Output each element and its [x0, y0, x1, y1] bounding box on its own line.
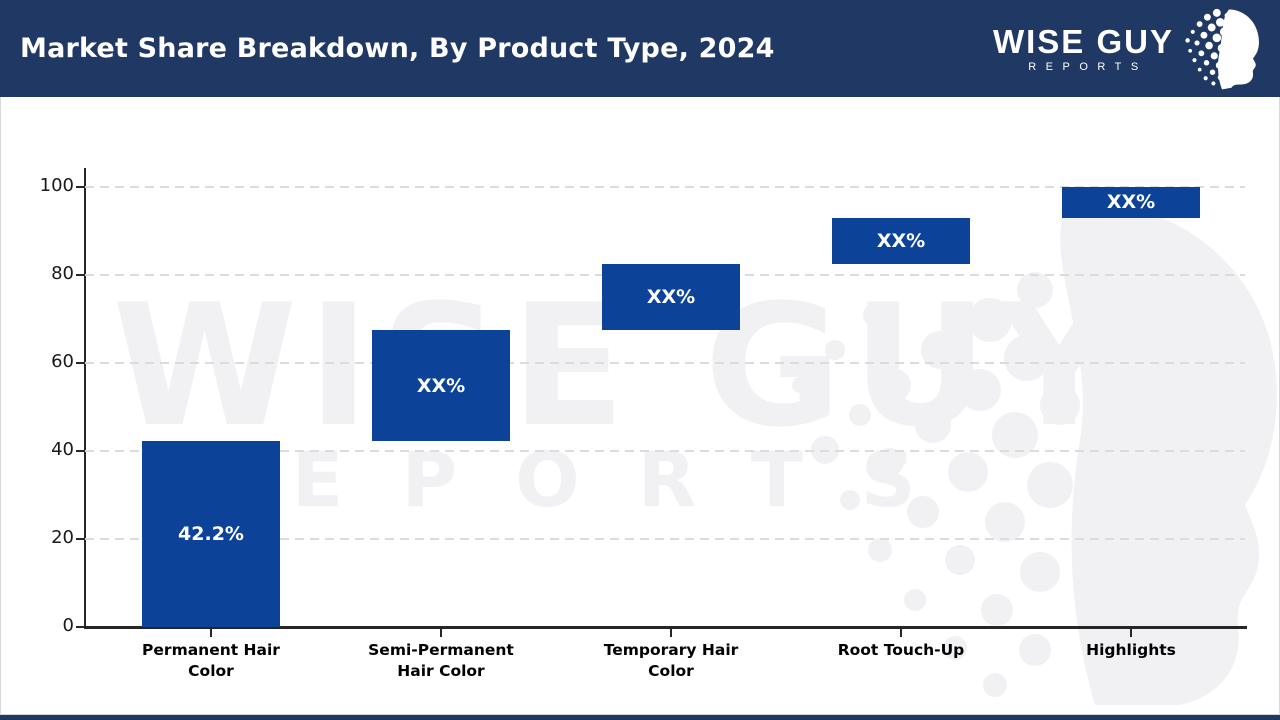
logo-subtitle: REPORTS [1028, 60, 1148, 73]
x-category-label: Permanent Hair Color [101, 640, 321, 682]
x-category-label-line: Temporary Hair [603, 641, 739, 659]
y-tick-label: 100 [39, 175, 74, 196]
y-tick-mark [76, 186, 84, 188]
x-category-label: Semi-Permanent Hair Color [331, 640, 551, 682]
y-tick-label: 60 [51, 351, 74, 372]
bar [372, 330, 510, 442]
x-tick-mark [210, 629, 212, 637]
logo-head-icon [1185, 8, 1259, 89]
logo-wordmark: WISE GUY [992, 22, 1174, 60]
x-category-label-line: Highlights [1086, 641, 1176, 659]
header: Market Share Breakdown, By Product Type,… [0, 0, 1280, 97]
x-category-label-line: Semi-Permanent [368, 641, 514, 659]
watermark-subtitle: REPORTS [175, 435, 974, 524]
x-category-label-line: Color [188, 661, 234, 680]
grid-line [85, 450, 1245, 452]
footer-hairline [0, 714, 1280, 715]
y-tick-label: 0 [62, 615, 74, 636]
footer-strip [0, 715, 1280, 720]
x-tick-mark [670, 629, 672, 637]
page-title: Market Share Breakdown, By Product Type,… [20, 33, 775, 64]
watermark-head-icon [792, 206, 1277, 705]
x-category-label: Highlights [1021, 640, 1241, 661]
x-category-label-line: Hair Color [397, 661, 485, 680]
x-tick-mark [440, 629, 442, 637]
logo-text: WISE GUY REPORTS [993, 25, 1174, 73]
bar-label: XX% [1106, 191, 1156, 214]
y-tick-mark [76, 538, 84, 540]
x-axis-line [84, 626, 1247, 629]
grid-line [85, 186, 1245, 188]
bar [832, 217, 970, 264]
y-tick-label: 20 [51, 527, 74, 548]
x-category-label: Root Touch-Up [791, 640, 1011, 661]
x-category-label-line: Permanent Hair [142, 641, 280, 659]
grid-line [85, 362, 1245, 364]
y-tick-mark [76, 274, 84, 276]
grid-line [85, 538, 1245, 540]
bar [1062, 187, 1200, 218]
bar-label: XX% [416, 374, 466, 397]
x-category-label-line: Root Touch-Up [837, 641, 965, 659]
y-tick-mark [76, 626, 84, 628]
x-tick-mark [1130, 629, 1132, 637]
wise-guy-reports-logo: WISE GUY REPORTS [993, 6, 1280, 92]
x-tick-mark [900, 629, 902, 637]
y-tick-label: 80 [51, 263, 74, 284]
y-axis-line [84, 168, 86, 627]
bar [602, 264, 740, 330]
bar [142, 441, 280, 627]
x-category-label-line: Color [648, 661, 694, 680]
x-category-label: Temporary Hair Color [561, 640, 781, 682]
y-tick-label: 40 [51, 439, 74, 460]
bar-label: XX% [646, 286, 696, 308]
y-tick-mark [76, 450, 84, 452]
bar-label: XX% [876, 229, 926, 252]
bar-label: 42.2% [178, 523, 244, 546]
y-tick-mark [76, 362, 84, 364]
